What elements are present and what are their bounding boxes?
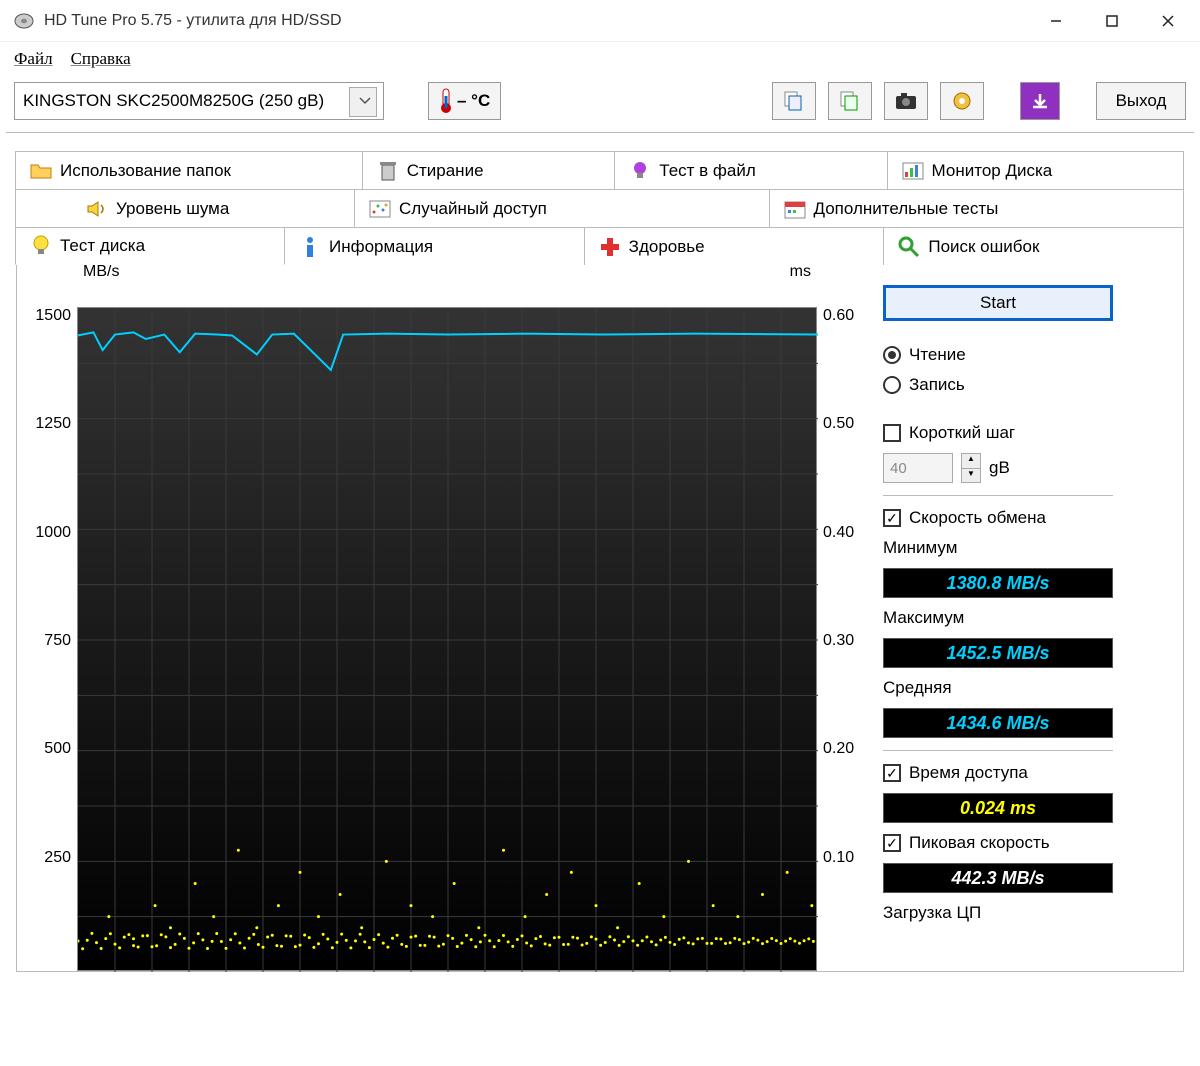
chart-box: MB/s ms bbox=[77, 285, 817, 971]
min-value: 1380.8 MB/s bbox=[883, 568, 1113, 598]
checkbox-icon bbox=[883, 764, 901, 782]
bulb-file-icon bbox=[629, 160, 651, 182]
tab-noise[interactable]: Уровень шума bbox=[15, 189, 355, 227]
transfer-rate-check[interactable]: Скорость обмена bbox=[883, 508, 1113, 528]
device-name: KINGSTON SKC2500M8250G (250 gB) bbox=[23, 91, 324, 111]
short-stroke-check[interactable]: Короткий шаг bbox=[883, 423, 1113, 443]
plus-icon bbox=[599, 236, 621, 258]
checkbox-icon bbox=[883, 834, 901, 852]
tab-info[interactable]: Информация bbox=[284, 227, 585, 265]
y-axis-left-label: MB/s bbox=[83, 263, 119, 281]
burst-value: 442.3 MB/s bbox=[883, 863, 1113, 893]
menu-help[interactable]: Справка bbox=[71, 49, 131, 69]
access-value: 0.024 ms bbox=[883, 793, 1113, 823]
tab-benchmark[interactable]: Тест диска bbox=[15, 227, 285, 265]
content-area: Использование папок Стирание Тест в файл… bbox=[6, 132, 1194, 972]
copy-info-button[interactable] bbox=[772, 82, 816, 120]
folder-icon bbox=[30, 160, 52, 182]
checkbox-icon bbox=[883, 509, 901, 527]
copy-results-button[interactable] bbox=[828, 82, 872, 120]
titlebar: HD Tune Pro 5.75 - утилита для HD/SSD bbox=[0, 0, 1200, 42]
maximize-button[interactable] bbox=[1084, 1, 1140, 41]
app-icon bbox=[14, 11, 34, 31]
bulb-icon bbox=[30, 235, 52, 257]
sidebar: Start Чтение Запись Короткий шаг 40 ▲▼ g… bbox=[883, 285, 1113, 971]
tab-disk-monitor[interactable]: Монитор Диска bbox=[887, 151, 1184, 189]
download-icon bbox=[1031, 92, 1049, 110]
y-axis-right: 0.600.500.400.300.200.10 bbox=[817, 285, 863, 957]
short-stroke-input[interactable]: 40 bbox=[883, 453, 953, 483]
gear-icon bbox=[951, 90, 973, 112]
burst-check[interactable]: Пиковая скорость bbox=[883, 833, 1113, 853]
menu-file[interactable]: Файл bbox=[14, 49, 53, 69]
thermometer-icon bbox=[439, 88, 453, 114]
read-radio[interactable]: Чтение bbox=[883, 345, 1113, 365]
radio-icon bbox=[883, 346, 901, 364]
copy-data-icon bbox=[839, 90, 861, 112]
settings-button[interactable] bbox=[940, 82, 984, 120]
y-axis-right-label: ms bbox=[790, 263, 811, 281]
device-select[interactable]: KINGSTON SKC2500M8250G (250 gB) bbox=[14, 82, 384, 120]
separator bbox=[883, 750, 1113, 751]
calendar-icon bbox=[784, 198, 806, 220]
chart-column: 150012501000750500250 MB/s ms 0.600.500.… bbox=[29, 285, 863, 971]
chevron-down-icon bbox=[359, 97, 371, 105]
tab-file-test[interactable]: Тест в файл bbox=[614, 151, 887, 189]
tabs: Использование папок Стирание Тест в файл… bbox=[16, 151, 1184, 265]
trash-icon bbox=[377, 160, 399, 182]
copy-icon bbox=[783, 90, 805, 112]
access-time-check[interactable]: Время доступа bbox=[883, 763, 1113, 783]
separator bbox=[883, 495, 1113, 496]
tab-health[interactable]: Здоровье bbox=[584, 227, 885, 265]
tab-folder-usage[interactable]: Использование папок bbox=[15, 151, 363, 189]
temperature-button[interactable]: – °C bbox=[428, 82, 501, 120]
radio-icon bbox=[883, 376, 901, 394]
max-label: Максимум bbox=[883, 608, 1113, 628]
avg-value: 1434.6 MB/s bbox=[883, 708, 1113, 738]
avg-label: Средняя bbox=[883, 678, 1113, 698]
save-button[interactable] bbox=[1020, 82, 1060, 120]
menubar: Файл Справка bbox=[0, 42, 1200, 76]
tab-extra[interactable]: Дополнительные тесты bbox=[769, 189, 1185, 227]
temperature-label: – °C bbox=[457, 91, 490, 111]
info-icon bbox=[299, 236, 321, 258]
min-label: Минимум bbox=[883, 538, 1113, 558]
toolbar: KINGSTON SKC2500M8250G (250 gB) – °C Вых… bbox=[0, 76, 1200, 132]
tab-random[interactable]: Случайный доступ bbox=[354, 189, 770, 227]
short-stroke-value: 40 ▲▼ gB bbox=[883, 453, 1113, 483]
stepper[interactable]: ▲▼ bbox=[961, 453, 981, 483]
chart-canvas bbox=[77, 307, 817, 971]
max-value: 1452.5 MB/s bbox=[883, 638, 1113, 668]
benchmark-panel: 150012501000750500250 MB/s ms 0.600.500.… bbox=[16, 265, 1184, 972]
checkbox-icon bbox=[883, 424, 901, 442]
close-button[interactable] bbox=[1140, 1, 1196, 41]
tab-errorscan[interactable]: Поиск ошибок bbox=[883, 227, 1184, 265]
speaker-icon bbox=[86, 198, 108, 220]
scatter-icon bbox=[369, 198, 391, 220]
y-axis-left: 150012501000750500250 bbox=[29, 285, 77, 957]
chart-icon bbox=[902, 160, 924, 182]
tab-erase[interactable]: Стирание bbox=[362, 151, 616, 189]
minimize-button[interactable] bbox=[1028, 1, 1084, 41]
search-icon bbox=[898, 236, 920, 258]
screenshot-button[interactable] bbox=[884, 82, 928, 120]
write-radio[interactable]: Запись bbox=[883, 375, 1113, 395]
camera-icon bbox=[895, 92, 917, 110]
cpu-label: Загрузка ЦП bbox=[883, 903, 1113, 923]
start-button[interactable]: Start bbox=[883, 285, 1113, 321]
window-title: HD Tune Pro 5.75 - утилита для HD/SSD bbox=[44, 12, 1028, 30]
exit-button[interactable]: Выход bbox=[1096, 82, 1186, 120]
